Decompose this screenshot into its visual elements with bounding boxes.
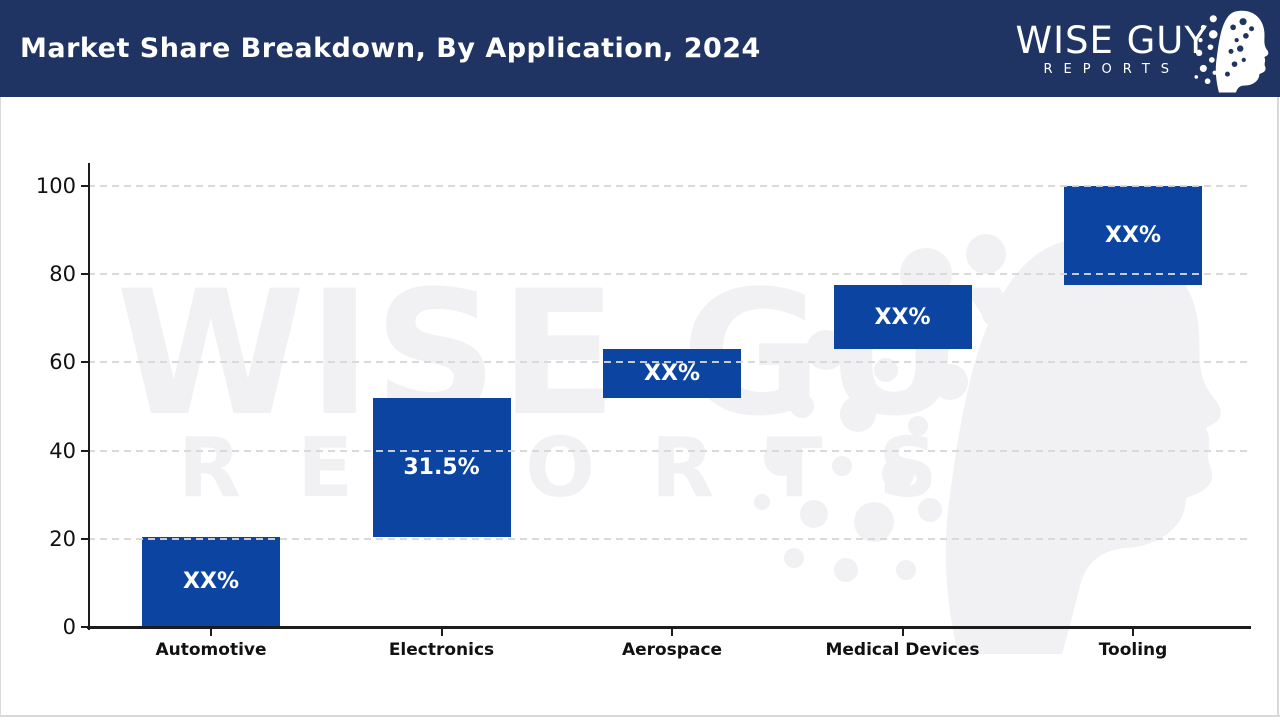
- x-label-automotive: Automotive: [155, 640, 267, 660]
- y-tick-100: [81, 185, 88, 187]
- bar-value-label: XX%: [644, 360, 700, 386]
- gridline-40: [88, 449, 1251, 452]
- x-label-tooling: Tooling: [1098, 640, 1168, 660]
- wiseguy-logo: WISE GUY REPORTS: [1016, 4, 1270, 94]
- y-label-100: 100: [35, 174, 76, 198]
- x-tick-electronics: [440, 629, 443, 636]
- x-label-medical-devices: Medical Devices: [825, 640, 980, 660]
- x-tick-medical-devices: [901, 629, 904, 636]
- y-label-0: 0: [62, 615, 76, 639]
- wiseguy-logo-text: WISE GUY REPORTS: [1015, 19, 1208, 78]
- bar-automotive: XX%: [142, 536, 280, 627]
- x-tick-tooling: [1132, 629, 1134, 636]
- x-label-aerospace: Aerospace: [621, 640, 723, 660]
- wiseguy-logo-subtitle: REPORTS: [1043, 62, 1181, 77]
- x-tick-aerospace: [671, 629, 673, 636]
- y-label-40: 40: [49, 438, 76, 463]
- gridline-60: [88, 361, 1251, 364]
- bar-electronics: 31.5%: [372, 397, 511, 537]
- gridline-100: [88, 185, 1251, 187]
- bar-aerospace: XX%: [603, 349, 741, 398]
- gridline-20: [88, 537, 1251, 540]
- bar-value-label: XX%: [183, 569, 239, 595]
- header-band: Market Share Breakdown, By Application, …: [0, 0, 1280, 97]
- x-axis-line: [87, 626, 1251, 629]
- y-axis-line: [88, 163, 90, 630]
- page-title: Market Share Breakdown, By Application, …: [20, 33, 761, 64]
- gridline-80: [88, 273, 1251, 276]
- y-label-80: 80: [49, 262, 76, 287]
- bar-tooling: XX%: [1064, 186, 1202, 286]
- y-label-60: 60: [49, 350, 76, 375]
- x-label-electronics: Electronics: [388, 640, 495, 660]
- y-tick-0: [81, 626, 88, 628]
- y-tick-80: [81, 273, 88, 276]
- wiseguy-head-icon: [1194, 10, 1269, 93]
- bar-medical-devices: XX%: [833, 285, 972, 350]
- y-tick-40: [81, 449, 88, 452]
- y-tick-20: [81, 537, 88, 540]
- y-tick-60: [81, 361, 88, 364]
- wiseguy-logo-wordmark: WISE GUY: [1015, 19, 1208, 62]
- left-border: [0, 97, 1, 717]
- bar-value-label: XX%: [1105, 223, 1161, 249]
- bottom-border: [0, 715, 1280, 717]
- x-tick-automotive: [210, 629, 212, 636]
- right-border: [1277, 97, 1279, 717]
- bar-value-label: XX%: [874, 304, 931, 330]
- y-label-20: 20: [49, 526, 76, 551]
- bar-value-label: 31.5%: [403, 454, 480, 480]
